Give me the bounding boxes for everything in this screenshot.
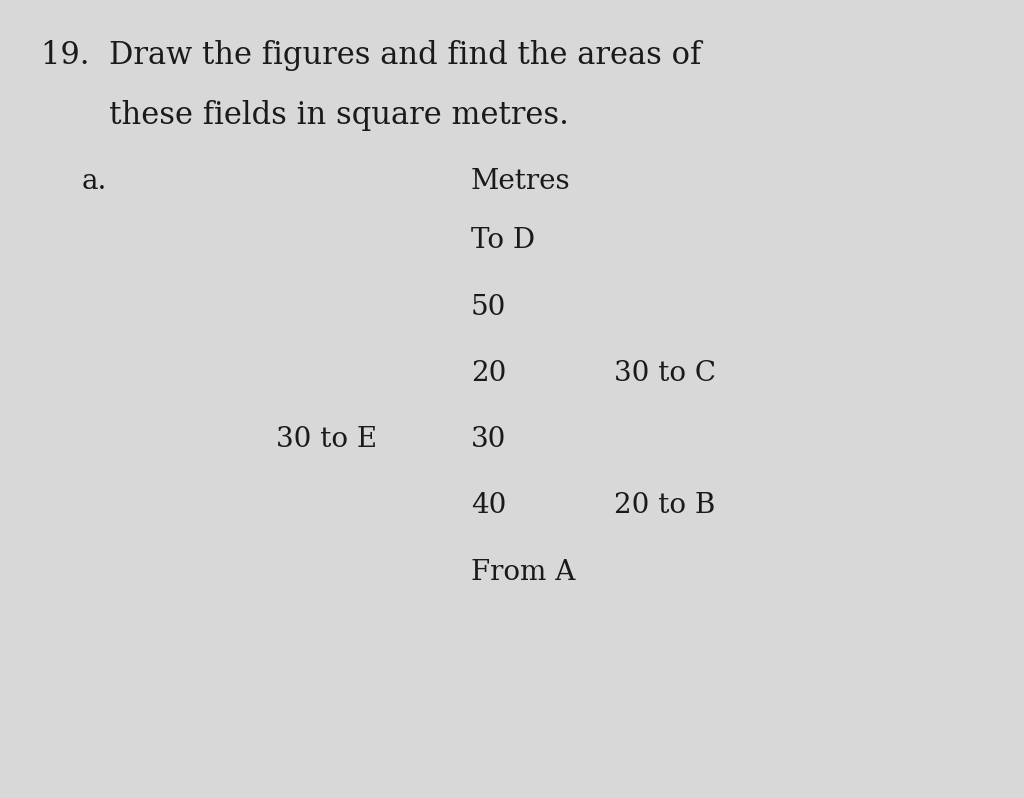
Text: 30 to C: 30 to C	[614, 360, 717, 387]
Text: 30: 30	[471, 426, 507, 453]
Text: 50: 50	[471, 294, 507, 321]
Text: 20: 20	[471, 360, 507, 387]
Text: 20 to B: 20 to B	[614, 492, 716, 519]
Text: a.: a.	[82, 168, 108, 195]
Text: To D: To D	[471, 227, 536, 255]
Text: From A: From A	[471, 559, 575, 586]
Text: 19.  Draw the figures and find the areas of: 19. Draw the figures and find the areas …	[41, 40, 701, 71]
Text: 40: 40	[471, 492, 507, 519]
Text: Metres: Metres	[471, 168, 570, 195]
Text: 30 to E: 30 to E	[276, 426, 378, 453]
Text: these fields in square metres.: these fields in square metres.	[41, 100, 569, 131]
